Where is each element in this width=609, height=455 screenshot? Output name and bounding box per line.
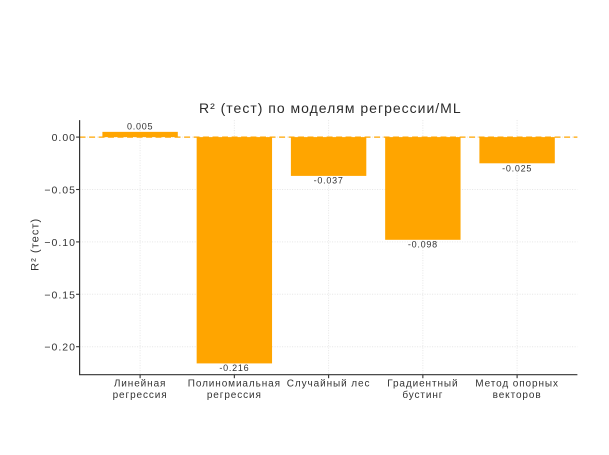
svg-text:Градиентный: Градиентный bbox=[387, 379, 458, 390]
svg-text:бустинг: бустинг bbox=[402, 389, 443, 401]
svg-text:-0.098: -0.098 bbox=[408, 239, 438, 249]
svg-text:Линейная: Линейная bbox=[114, 379, 167, 390]
svg-text:R² (тест) по моделям регрессии: R² (тест) по моделям регрессии/ML bbox=[199, 100, 462, 116]
svg-text:−0.10: −0.10 bbox=[44, 237, 76, 249]
svg-text:−0.15: −0.15 bbox=[44, 289, 76, 301]
svg-text:регрессия: регрессия bbox=[207, 390, 262, 401]
svg-text:Случайный лес: Случайный лес bbox=[287, 379, 371, 390]
svg-text:−0.05: −0.05 bbox=[44, 185, 76, 197]
svg-text:0.00: 0.00 bbox=[52, 132, 76, 144]
svg-text:−0.20: −0.20 bbox=[44, 342, 76, 354]
svg-text:-0.216: -0.216 bbox=[219, 363, 249, 373]
svg-text:Метод опорных: Метод опорных bbox=[475, 379, 559, 390]
svg-text:0.005: 0.005 bbox=[127, 122, 153, 132]
svg-text:векторов: векторов bbox=[493, 390, 542, 401]
svg-text:R² (тест): R² (тест) bbox=[30, 218, 42, 271]
svg-text:регрессия: регрессия bbox=[113, 390, 168, 401]
svg-text:-0.025: -0.025 bbox=[502, 163, 532, 173]
svg-text:-0.037: -0.037 bbox=[314, 176, 344, 186]
svg-text:Полиномиальная: Полиномиальная bbox=[188, 379, 281, 390]
